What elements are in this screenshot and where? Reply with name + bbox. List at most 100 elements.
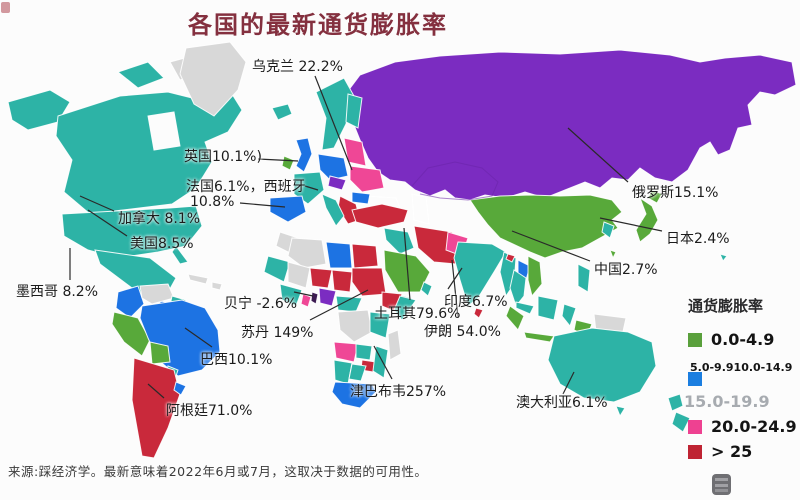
region-sulawesi [561, 303, 577, 328]
map-label-canada: 加拿大 8.1% [118, 211, 201, 227]
region-caspian-sea [411, 193, 430, 225]
region-venezuela [139, 283, 175, 305]
map-regions [7, 41, 797, 459]
region-italy [321, 193, 345, 227]
region-hawaii [719, 253, 728, 262]
source-note: 来源:踩经济学。最新意味着2022年6月或7月，这取决于数据的可用性。 [8, 464, 428, 479]
region-angola [333, 341, 359, 363]
page-title: 各国的最新通货膨胀率 [188, 11, 448, 39]
map-label-russia: 俄罗斯15.1% [632, 185, 719, 201]
map-label-uk: 英国10.1%) [184, 149, 262, 165]
map-label-australia: 澳大利亚6.1% [516, 395, 608, 411]
leader-line-benin [293, 291, 314, 297]
region-uk [295, 137, 313, 173]
region-scandinavia [315, 77, 355, 151]
region-ireland [281, 155, 295, 171]
region-botswana [348, 363, 367, 382]
region-austria-czech [327, 175, 347, 191]
legend-swatch [688, 332, 702, 347]
region-niger [309, 267, 333, 289]
map-label-argentina: 阿根廷71.0% [166, 403, 253, 419]
leader-lines [69, 75, 663, 399]
region-new-zealand-south [671, 411, 691, 433]
region-chad [331, 269, 353, 293]
legend-label: 5.0-9.910.0-14.9 [690, 361, 793, 374]
map-label-usa: 美国8.5% [130, 236, 194, 252]
region-florida [171, 245, 189, 265]
map-label-china: 中国2.7% [594, 262, 658, 278]
region-oman [420, 281, 433, 297]
leader-line-uk [257, 158, 299, 162]
leader-line-france-spain [304, 185, 319, 191]
map-label-turkey: 土耳其79.6% [374, 306, 461, 322]
legend-label: 0.0-4.9 [711, 330, 775, 349]
leader-line-china [511, 230, 591, 262]
leader-line-turkey [403, 227, 411, 301]
region-spain-portugal [269, 195, 307, 223]
region-egypt [351, 243, 379, 269]
map-label-zimbabwe: 津巴布韦257% [350, 384, 447, 400]
kazakhstan-border [411, 161, 499, 201]
region-new-zealand-north [667, 393, 684, 412]
leader-line-zimbabwe [373, 345, 393, 380]
legend-label: > 25 [711, 442, 753, 461]
leader-line-russia [567, 127, 629, 183]
region-taiwan [609, 249, 617, 260]
region-sri-lanka [473, 307, 484, 319]
region-ukraine [349, 165, 385, 193]
leader-line-iran [451, 259, 459, 319]
region-hokkaido [647, 189, 663, 204]
region-south-africa [331, 381, 377, 409]
legend-label: 15.0-19.9 [684, 392, 770, 411]
region-philippines [577, 263, 591, 293]
region-central-europe [317, 153, 349, 181]
region-turkey [351, 203, 409, 229]
map-label-india: 印度6.7% [444, 294, 508, 310]
region-canada [55, 91, 243, 215]
region-usa [61, 205, 203, 259]
region-thailand [509, 269, 527, 308]
watermark-stamp-icon [712, 474, 731, 495]
region-nigeria [318, 287, 337, 307]
legend-row-0: 0.0-4.9 [684, 330, 800, 349]
region-hudson-bay [147, 111, 181, 151]
map-label-brazil: 巴西10.1% [200, 352, 273, 368]
leader-line-canada [79, 195, 115, 212]
legend-row-5: > 25 [684, 442, 800, 461]
legend-row-1: 5.0-9.910.0-14.9 [684, 361, 800, 374]
map-label-france-spain: 法国6.1%，西班牙 [186, 179, 306, 195]
leader-line-argentina [147, 383, 165, 399]
region-romania [351, 191, 371, 205]
region-cuba [187, 273, 209, 285]
region-mauritania [263, 255, 291, 283]
region-russia [344, 49, 797, 201]
region-malaysia [515, 301, 535, 315]
region-china [469, 194, 623, 259]
region-kenya-tanzania [369, 311, 391, 339]
leader-line-japan [599, 217, 663, 232]
watermark-corner-icon [1, 2, 10, 13]
region-korea [601, 221, 615, 239]
region-libya [325, 241, 353, 269]
map-label-spain-rate: 10.8% [190, 194, 235, 210]
region-madagascar [387, 329, 402, 361]
leader-line-brazil [184, 327, 213, 348]
region-bolivia [149, 341, 171, 365]
region-india [453, 241, 507, 307]
region-finland [345, 93, 363, 129]
legend-row-2 [684, 372, 800, 386]
region-dr-congo [337, 309, 373, 343]
region-zambia [355, 343, 373, 361]
region-australia [547, 327, 657, 403]
region-colombia [115, 285, 145, 319]
region-west-africa [279, 283, 303, 307]
region-sumatra [505, 305, 525, 331]
region-vietnam [527, 255, 543, 298]
leader-line-sudan [309, 289, 369, 321]
region-iceland [271, 103, 293, 121]
region-japan [635, 196, 659, 243]
region-ghana [300, 293, 312, 308]
region-benin [310, 291, 319, 305]
legend-swatch [688, 372, 702, 386]
